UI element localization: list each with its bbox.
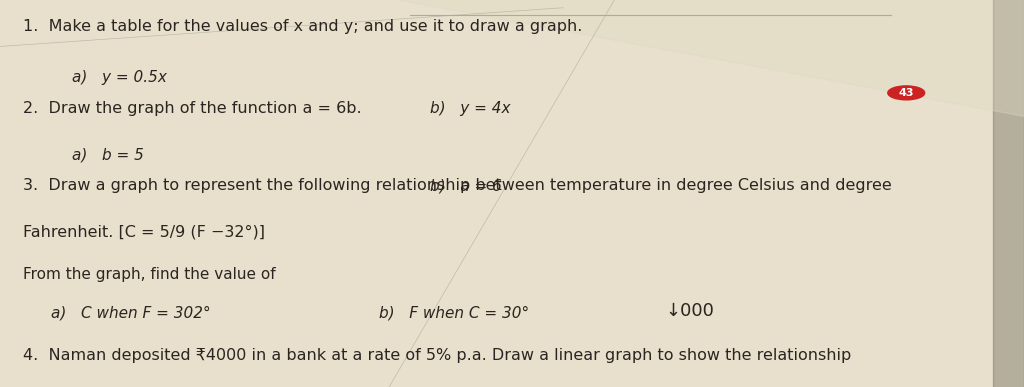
Text: Fahrenheit. [C = 5/9 (F −32°)]: Fahrenheit. [C = 5/9 (F −32°)] <box>23 224 264 240</box>
Text: b)   a = 6: b) a = 6 <box>430 178 502 193</box>
Text: a)   C when F = 302°: a) C when F = 302° <box>51 306 211 321</box>
Text: ↓000: ↓000 <box>666 302 715 320</box>
Text: 3.  Draw a graph to represent the following relationship between temperature in : 3. Draw a graph to represent the followi… <box>23 178 891 193</box>
Text: b)   F when C = 30°: b) F when C = 30° <box>379 306 529 321</box>
Text: 43: 43 <box>898 88 914 98</box>
Text: a)   y = 0.5x: a) y = 0.5x <box>72 70 167 85</box>
Text: b)   y = 4x: b) y = 4x <box>430 101 511 116</box>
Circle shape <box>888 86 925 100</box>
Bar <box>993 0 1024 387</box>
Text: From the graph, find the value of: From the graph, find the value of <box>23 267 275 282</box>
Text: 2.  Draw the graph of the function a = 6b.: 2. Draw the graph of the function a = 6b… <box>23 101 361 116</box>
Polygon shape <box>358 0 1024 116</box>
Text: a)   b = 5: a) b = 5 <box>72 147 143 162</box>
Text: 1.  Make a table for the values of x and y; and use it to draw a graph.: 1. Make a table for the values of x and … <box>23 19 582 34</box>
Text: 4.  Naman deposited ₹4000 in a bank at a rate of 5% p.a. Draw a linear graph to : 4. Naman deposited ₹4000 in a bank at a … <box>23 348 851 363</box>
